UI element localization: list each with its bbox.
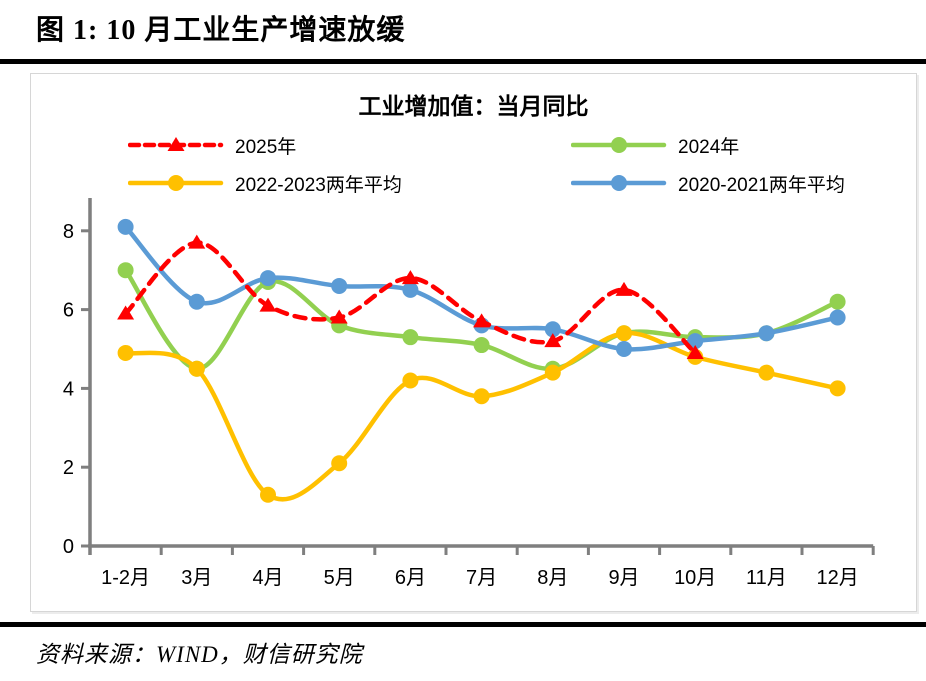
svg-text:2: 2 xyxy=(63,457,74,479)
chart-container: 工业增加值：当月同比 2025年 2024年 2022-2023两年平均 202… xyxy=(30,73,917,612)
svg-text:0: 0 xyxy=(63,536,74,558)
legend-item-2022-2023-avg: 2022-2023两年平均 xyxy=(128,171,402,196)
svg-text:7月: 7月 xyxy=(466,567,497,589)
svg-text:5月: 5月 xyxy=(324,567,355,589)
legend-line-marker-icon xyxy=(128,137,224,151)
legend-line-marker-icon xyxy=(128,175,224,191)
svg-text:3月: 3月 xyxy=(181,567,212,589)
source-note: 资料来源：WIND，财信研究院 xyxy=(36,642,363,667)
chart-title: 工业增加值：当月同比 xyxy=(358,93,589,119)
svg-text:11月: 11月 xyxy=(746,567,787,589)
svg-text:1-2月: 1-2月 xyxy=(101,567,150,589)
legend-line-marker-icon xyxy=(571,175,667,191)
svg-text:8: 8 xyxy=(63,221,74,243)
svg-text:12月: 12月 xyxy=(816,567,858,589)
legend-line-marker-icon xyxy=(571,137,667,153)
figure-title: 图 1: 10 月工业生产增速放缓 xyxy=(36,15,406,46)
svg-text:8月: 8月 xyxy=(537,567,568,589)
svg-text:9月: 9月 xyxy=(608,567,639,589)
legend-item-2024: 2024年 xyxy=(571,133,740,158)
legend-item-2020-2021-avg: 2020-2021两年平均 xyxy=(571,171,845,196)
svg-text:4月: 4月 xyxy=(252,567,283,589)
line-chart-plot: 0 2 4 6 8 1-2月 3月 4月 5月 6月 7月 8月 9月 10月 11月 12月 xyxy=(63,198,875,589)
svg-text:10月: 10月 xyxy=(674,567,716,589)
legend-label: 2024年 xyxy=(678,136,740,158)
legend-label: 2020-2021两年平均 xyxy=(678,174,845,196)
svg-text:6月: 6月 xyxy=(395,567,426,589)
legend-label: 2025年 xyxy=(235,136,297,158)
svg-text:6: 6 xyxy=(63,300,74,322)
svg-text:4: 4 xyxy=(63,378,74,400)
footer-divider-rule xyxy=(0,622,926,627)
legend-item-2025: 2025年 xyxy=(128,133,297,158)
legend-label: 2022-2023两年平均 xyxy=(235,174,402,196)
title-divider-rule xyxy=(0,59,926,64)
